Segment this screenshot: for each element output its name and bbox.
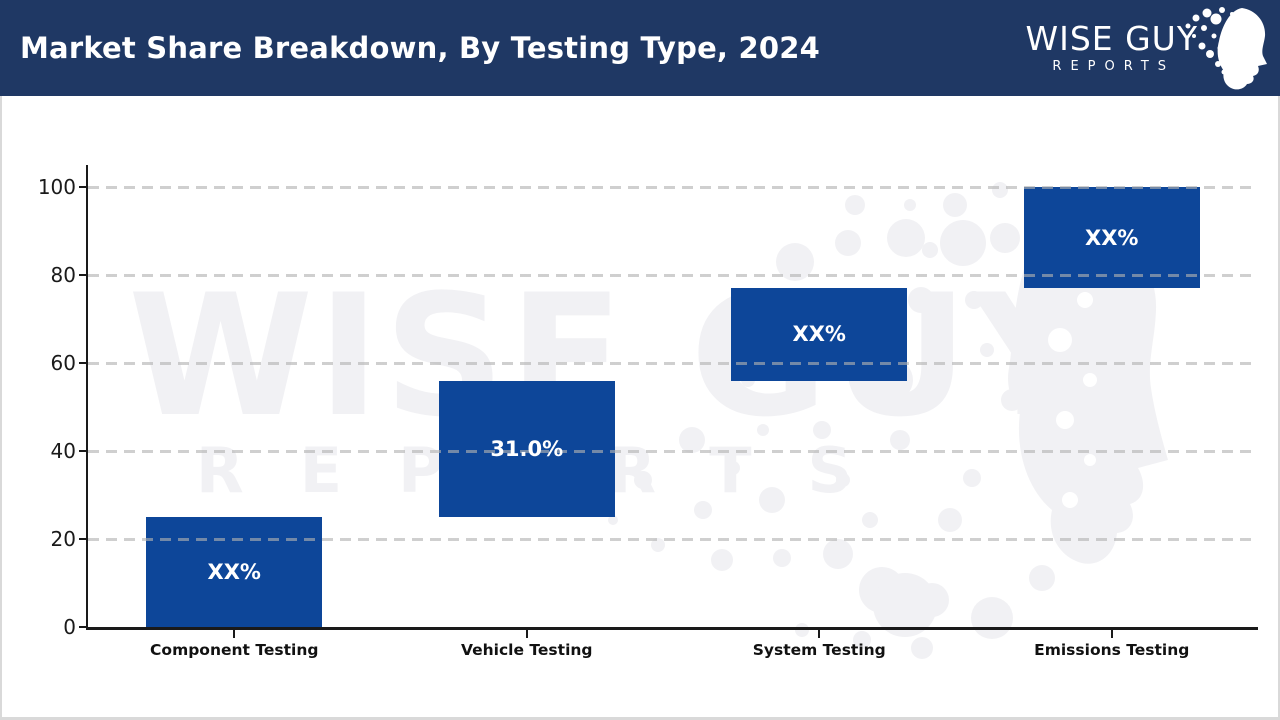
- x-axis-tick-mark: [525, 629, 528, 638]
- x-axis-line: [86, 627, 1258, 630]
- bar-component-testing[interactable]: [146, 517, 323, 627]
- x-axis-category-label: Vehicle Testing: [460, 641, 593, 659]
- x-axis-category-label: Component Testing: [150, 641, 319, 659]
- y-axis-tick-mark: [79, 626, 88, 628]
- y-axis-tick-mark: [79, 538, 88, 540]
- y-axis-tick-label: 80: [50, 263, 76, 287]
- page-title: Market Share Breakdown, By Testing Type,…: [20, 31, 820, 65]
- x-axis-tick-mark: [818, 629, 821, 638]
- page-border-left: [0, 96, 2, 720]
- page-border-right: [1278, 96, 1280, 720]
- bar-value-label: 31.0%: [490, 436, 564, 461]
- y-axis-tick-label: 100: [37, 175, 76, 199]
- x-axis-tick-mark: [1110, 629, 1113, 638]
- y-axis-tick-mark: [79, 186, 88, 188]
- brand-subtitle: REPORTS: [1052, 58, 1176, 74]
- x-axis-category-label: System Testing: [752, 641, 886, 659]
- y-axis-tick-mark: [79, 362, 88, 364]
- y-axis-tick-label: 0: [63, 615, 76, 639]
- bar-value-label: XX%: [207, 560, 261, 584]
- brand-head-icon: [1185, 7, 1267, 90]
- gridline-100: [88, 185, 1258, 189]
- bar-vehicle-testing[interactable]: [438, 380, 615, 517]
- y-axis-line: [86, 165, 88, 629]
- gridline-60: [88, 361, 1258, 365]
- bar-value-label: XX%: [1085, 225, 1139, 250]
- x-axis-category-label: Emissions Testing: [1034, 641, 1190, 659]
- x-axis-tick-mark: [233, 629, 236, 638]
- y-axis-tick-label: 20: [50, 527, 76, 551]
- header-bar: Market Share Breakdown, By Testing Type,…: [0, 0, 1280, 96]
- gridline-20: [88, 537, 1258, 541]
- y-axis-tick-label: 60: [50, 351, 76, 375]
- page-border-bottom: [0, 717, 1280, 720]
- y-axis-tick-label: 40: [50, 439, 76, 463]
- bar-value-label: XX%: [792, 322, 846, 347]
- brand-logo-text: WISE GUY REPORTS: [1025, 22, 1198, 74]
- y-axis-tick-mark: [79, 450, 88, 452]
- brand-name: WISE GUY: [1025, 19, 1198, 59]
- y-axis-tick-mark: [79, 274, 88, 276]
- gridline-40: [88, 449, 1258, 453]
- gridline-80: [88, 273, 1258, 277]
- brand-logo: WISE GUY REPORTS: [1025, 4, 1268, 92]
